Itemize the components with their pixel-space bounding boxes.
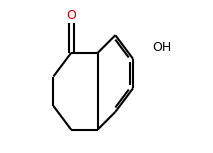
Text: OH: OH (152, 41, 171, 54)
Text: O: O (66, 9, 76, 22)
